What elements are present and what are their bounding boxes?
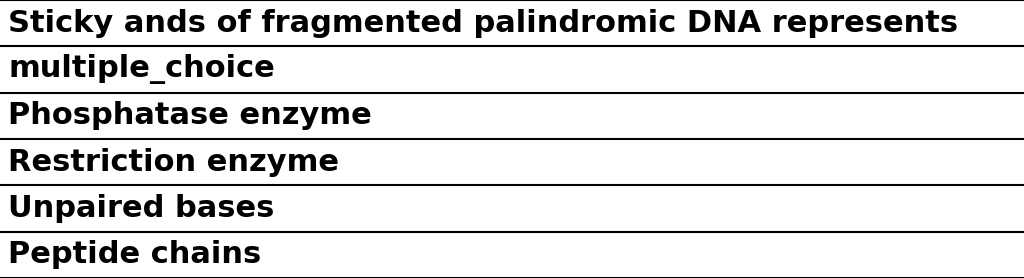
Text: Phosphatase enzyme: Phosphatase enzyme: [8, 101, 372, 130]
Text: multiple_choice: multiple_choice: [8, 54, 274, 85]
Text: Sticky ands of fragmented palindromic DNA represents: Sticky ands of fragmented palindromic DN…: [8, 9, 958, 38]
Text: Restriction enzyme: Restriction enzyme: [8, 148, 339, 177]
Text: Unpaired bases: Unpaired bases: [8, 194, 274, 223]
Text: Peptide chains: Peptide chains: [8, 240, 261, 269]
